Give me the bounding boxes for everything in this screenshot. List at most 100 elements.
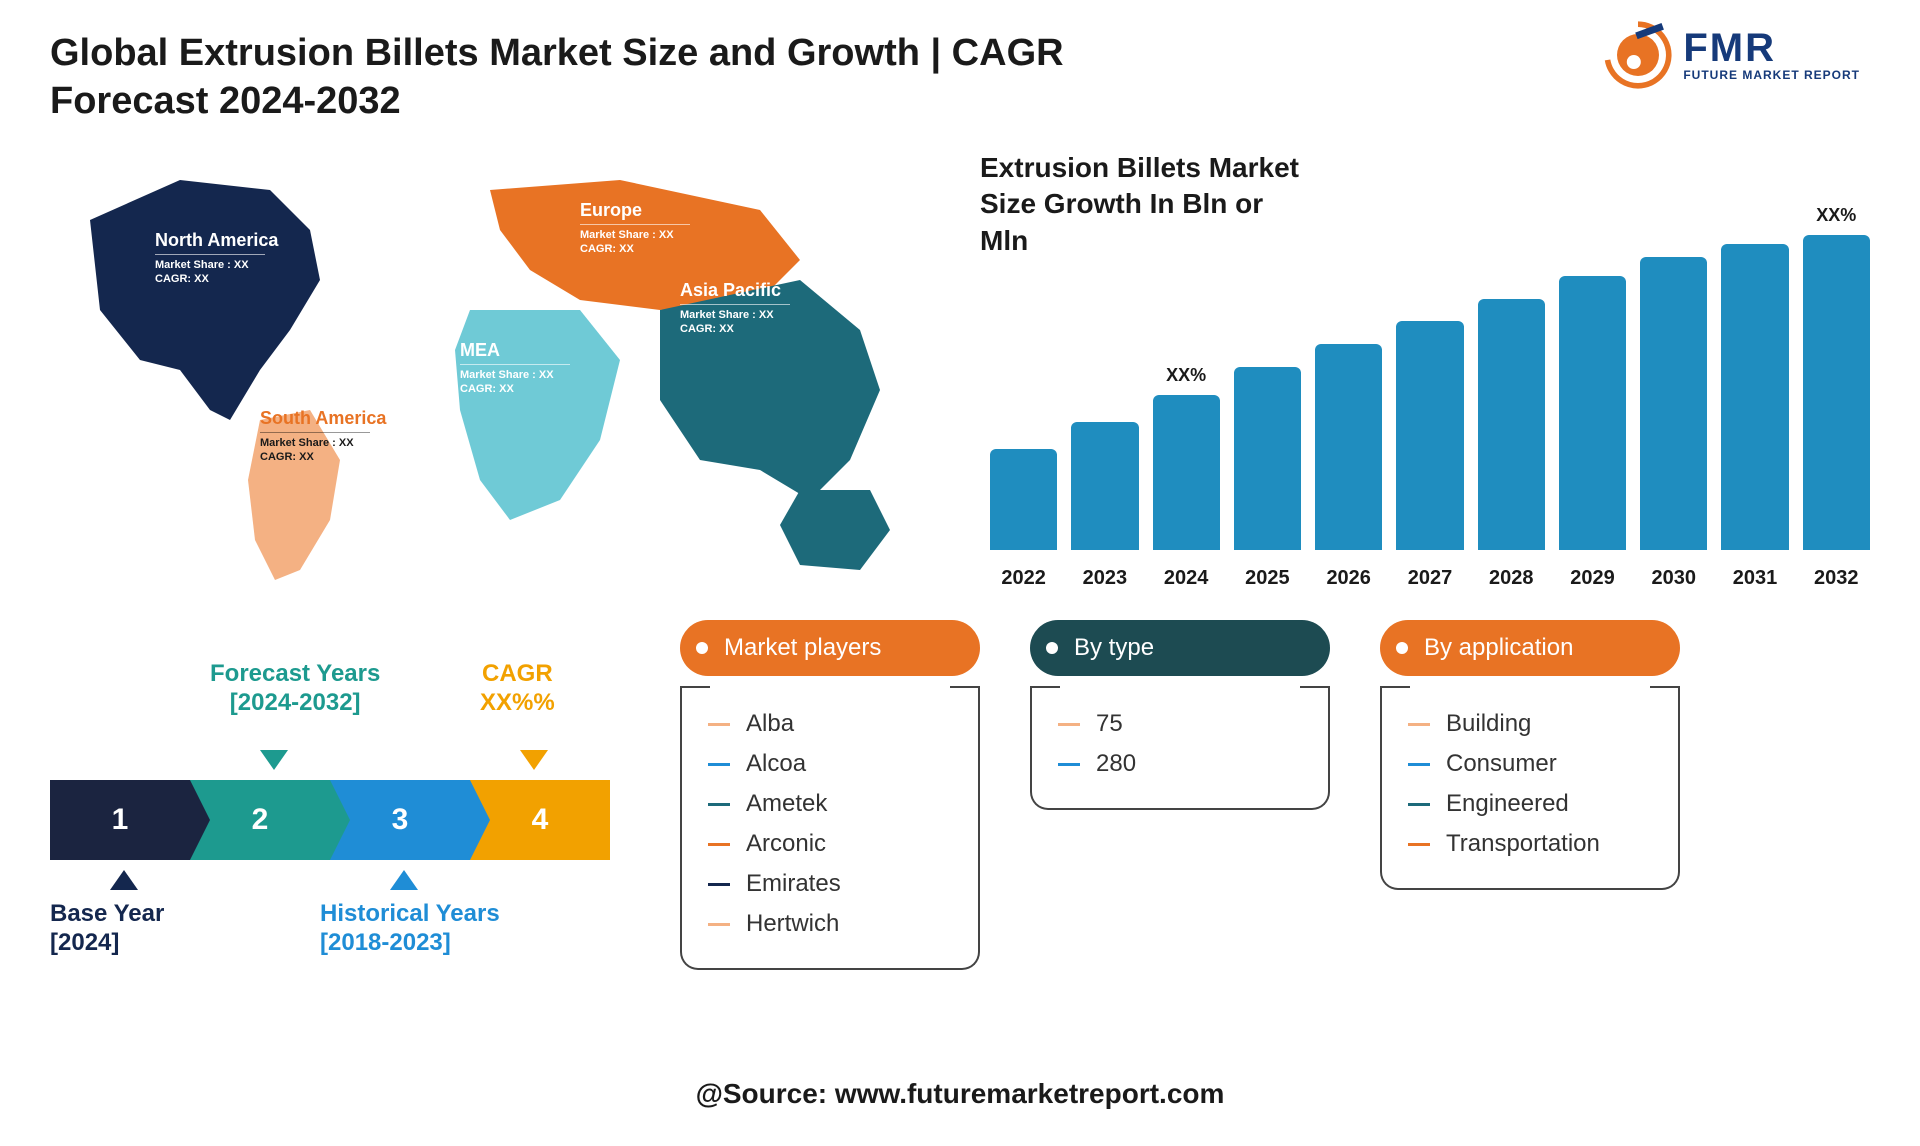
fmr-logo: FMR FUTURE MARKET REPORT (1603, 20, 1860, 90)
segment-number: 1 (112, 803, 129, 837)
region-australia (780, 490, 890, 570)
list-item: Transportation (1408, 824, 1652, 864)
tick-icon (1408, 843, 1430, 846)
by-application-pill: By application (1380, 620, 1680, 676)
pill-title: Market players (724, 634, 881, 662)
segment-number: 3 (392, 803, 409, 837)
tick-icon (708, 763, 730, 766)
list-item: 280 (1058, 744, 1302, 784)
bar (1234, 367, 1301, 550)
market-players-pill: Market players (680, 620, 980, 676)
label-line1: CAGR (480, 660, 555, 689)
region-share: Market Share : XX (155, 258, 278, 272)
list-item-text: Arconic (746, 830, 826, 858)
by-type-list: 75280 (1030, 686, 1330, 810)
region-cagr: CAGR: XX (155, 272, 278, 286)
bar (1559, 276, 1626, 550)
pill-title: By type (1074, 634, 1154, 662)
bar (1640, 257, 1707, 550)
tick-icon (1058, 723, 1080, 726)
market-players-column: Market players AlbaAlcoaAmetekArconicEmi… (680, 620, 980, 970)
page-title: Global Extrusion Billets Market Size and… (50, 30, 1100, 125)
tick-icon (1408, 723, 1430, 726)
label-line1: Forecast Years (210, 660, 380, 689)
bar-2028 (1478, 269, 1545, 550)
label-line1: Base Year (50, 900, 164, 929)
label-line1: Historical Years (320, 900, 500, 929)
bar (1721, 244, 1788, 550)
bar-2022 (990, 419, 1057, 550)
triangle-up-icon (110, 870, 138, 890)
timeline-block: Forecast Years [2024-2032] CAGR XX%% 1 2 3… (50, 620, 610, 1000)
bar (1315, 344, 1382, 550)
bar (990, 449, 1057, 550)
list-item: Consumer (1408, 744, 1652, 784)
forecast-years-label: Forecast Years [2024-2032] (210, 660, 380, 718)
tick-icon (708, 803, 730, 806)
bar-year-label: 2029 (1559, 567, 1626, 590)
world-map: North America Market Share : XX CAGR: XX… (60, 160, 920, 590)
by-application-column: By application Building Consumer Engineere… (1380, 620, 1680, 890)
bar-annotation: XX% (1816, 205, 1856, 229)
region-name: Europe (580, 200, 690, 221)
label-europe: Europe Market Share : XX CAGR: XX (580, 200, 690, 257)
list-item-text: 75 (1096, 710, 1123, 738)
triangle-down-icon (520, 750, 548, 770)
bar (1478, 299, 1545, 550)
list-item-text: Consumer (1446, 750, 1557, 778)
segment-number: 4 (532, 803, 549, 837)
telescope-icon (1603, 20, 1673, 90)
triangle-down-icon (260, 750, 288, 770)
segment-number: 2 (252, 803, 269, 837)
bar-annotation: XX% (1166, 365, 1206, 389)
list-item: Arconic (708, 824, 952, 864)
bar-year-label: 2032 (1803, 567, 1870, 590)
logo-full: FUTURE MARKET REPORT (1683, 68, 1860, 82)
label-asia-pacific: Asia Pacific Market Share : XX CAGR: XX (680, 280, 790, 337)
triangle-up-icon (390, 870, 418, 890)
bar (1071, 422, 1138, 550)
list-item-text: Emirates (746, 870, 841, 898)
label-line2: [2024] (50, 929, 164, 958)
bar-2024: XX% (1153, 365, 1220, 550)
pill-title: By application (1424, 634, 1573, 662)
bar-2026 (1315, 314, 1382, 550)
label-mea: MEA Market Share : XX CAGR: XX (460, 340, 570, 397)
cagr-label: CAGR XX%% (480, 660, 555, 718)
list-item: Emirates (708, 864, 952, 904)
list-item: Building (1408, 704, 1652, 744)
region-share: Market Share : XX (260, 436, 386, 450)
region-cagr: CAGR: XX (260, 450, 386, 464)
list-item-text: Alba (746, 710, 794, 738)
label-line2: [2018-2023] (320, 929, 500, 958)
bar-2023 (1071, 392, 1138, 550)
historical-years-label: Historical Years [2018-2023] (320, 900, 500, 958)
list-item: 75 (1058, 704, 1302, 744)
bar-2031 (1721, 214, 1788, 550)
bar (1803, 235, 1870, 550)
bar-2025 (1234, 337, 1301, 550)
tick-icon (1408, 803, 1430, 806)
list-item: Engineered (1408, 784, 1652, 824)
bar-year-label: 2025 (1234, 567, 1301, 590)
bar-year-label: 2023 (1071, 567, 1138, 590)
region-name: MEA (460, 340, 570, 361)
bar-year-label: 2031 (1721, 567, 1788, 590)
tick-icon (1408, 763, 1430, 766)
bar (1153, 395, 1220, 550)
region-cagr: CAGR: XX (580, 242, 690, 256)
source-attribution: @Source: www.futuremarketreport.com (0, 1078, 1920, 1110)
list-item-text: Transportation (1446, 830, 1600, 858)
timeline-segment-2: 2 (190, 780, 330, 860)
label-south-america: South America Market Share : XX CAGR: XX (260, 408, 386, 465)
region-name: North America (155, 230, 278, 251)
region-cagr: CAGR: XX (680, 322, 790, 336)
list-item-text: Building (1446, 710, 1531, 738)
base-year-label: Base Year [2024] (50, 900, 164, 958)
market-players-list: AlbaAlcoaAmetekArconicEmiratesHertwich (680, 686, 980, 970)
tick-icon (708, 723, 730, 726)
tick-icon (708, 923, 730, 926)
list-item: Alba (708, 704, 952, 744)
tick-icon (1058, 763, 1080, 766)
region-share: Market Share : XX (580, 228, 690, 242)
